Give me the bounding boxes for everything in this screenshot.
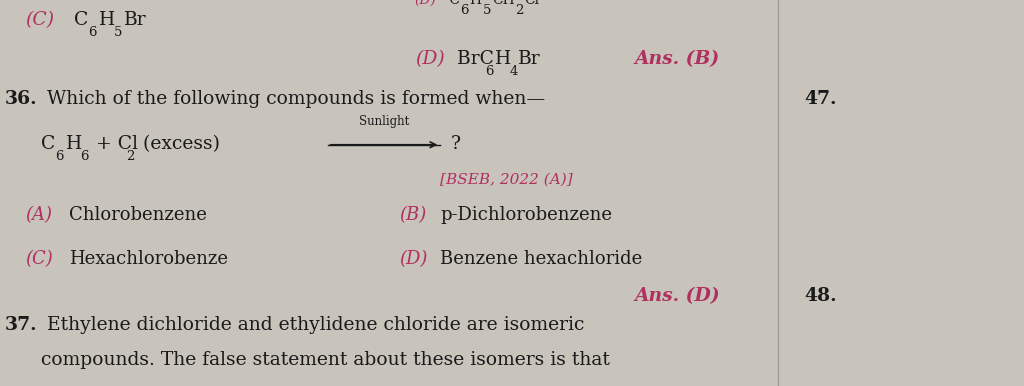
Text: [BSEB, 2022 (A)]: [BSEB, 2022 (A)] xyxy=(440,173,573,186)
Text: 37.: 37. xyxy=(5,316,38,334)
Text: 47.: 47. xyxy=(804,90,837,108)
Text: H: H xyxy=(66,135,82,152)
Text: Ans. (B): Ans. (B) xyxy=(635,50,720,68)
Text: 6: 6 xyxy=(80,150,88,163)
Text: CH: CH xyxy=(493,0,515,7)
Text: (D): (D) xyxy=(415,50,444,68)
Text: Which of the following compounds is formed when—: Which of the following compounds is form… xyxy=(41,90,545,108)
Text: Ans. (D): Ans. (D) xyxy=(635,287,721,305)
Text: 6: 6 xyxy=(55,150,63,163)
Text: 2: 2 xyxy=(126,150,134,163)
Text: 6: 6 xyxy=(88,26,96,39)
Text: 6: 6 xyxy=(460,3,468,17)
Text: Cl: Cl xyxy=(524,0,540,7)
Text: 5: 5 xyxy=(114,26,122,39)
Text: H: H xyxy=(469,0,481,7)
Text: Sunlight: Sunlight xyxy=(358,115,410,128)
Text: (B): (B) xyxy=(399,206,427,224)
Text: (D): (D) xyxy=(415,0,436,7)
Text: Benzene hexachloride: Benzene hexachloride xyxy=(440,251,643,268)
Text: 6: 6 xyxy=(485,65,494,78)
Text: H: H xyxy=(495,50,511,68)
Text: H: H xyxy=(99,11,116,29)
Text: compounds. The false statement about these isomers is that: compounds. The false statement about the… xyxy=(41,351,610,369)
Text: (A): (A) xyxy=(26,206,52,224)
Text: Ethylene dichloride and ethylidene chloride are isomeric: Ethylene dichloride and ethylidene chlor… xyxy=(41,316,585,334)
Text: C: C xyxy=(41,135,55,152)
Text: 2: 2 xyxy=(515,3,523,17)
Text: (C): (C) xyxy=(26,11,54,29)
Text: C: C xyxy=(445,0,461,7)
Text: Hexachlorobenze: Hexachlorobenze xyxy=(69,251,227,268)
Text: + Cl: + Cl xyxy=(90,135,138,152)
Text: BrC: BrC xyxy=(451,50,494,68)
Text: 48.: 48. xyxy=(804,287,837,305)
Text: C: C xyxy=(74,11,88,29)
Text: 36.: 36. xyxy=(5,90,38,108)
Text: (excess): (excess) xyxy=(137,135,220,152)
Text: 5: 5 xyxy=(483,3,492,17)
Text: Br: Br xyxy=(124,11,146,29)
Text: ?: ? xyxy=(445,135,462,152)
Text: (C): (C) xyxy=(26,251,53,268)
Text: p-Dichlorobenzene: p-Dichlorobenzene xyxy=(440,206,612,224)
Text: (D): (D) xyxy=(399,251,428,268)
Text: Br: Br xyxy=(518,50,541,68)
Text: Chlorobenzene: Chlorobenzene xyxy=(69,206,207,224)
Text: 4: 4 xyxy=(510,65,518,78)
